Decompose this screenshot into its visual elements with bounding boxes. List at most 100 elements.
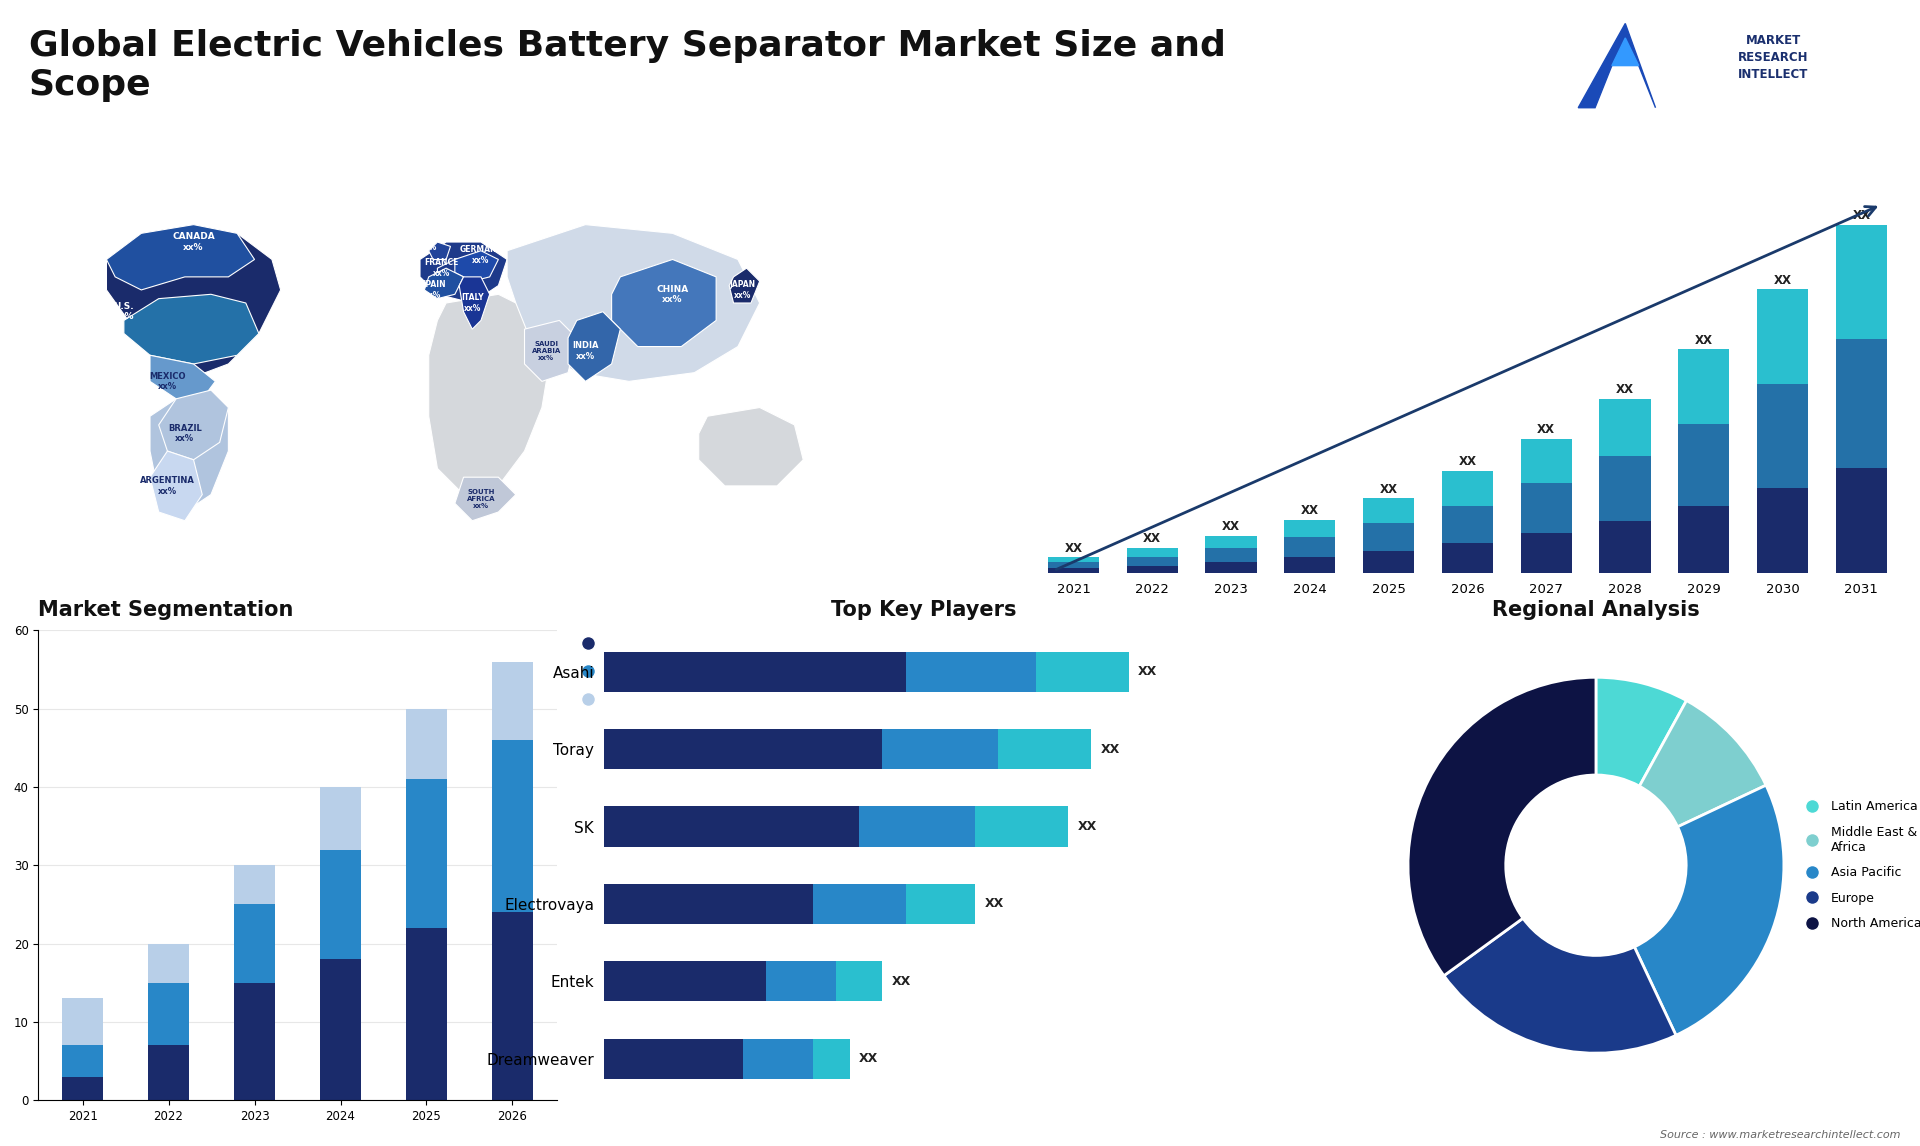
Bar [1284, 537, 1336, 557]
Bar [1836, 339, 1887, 469]
Bar [835, 961, 883, 1002]
Bar [61, 998, 104, 1045]
Bar [1836, 225, 1887, 339]
Bar [1363, 550, 1415, 573]
Bar [492, 661, 534, 740]
Text: ITALY
xx%: ITALY xx% [461, 293, 484, 313]
Text: SPAIN
xx%: SPAIN xx% [420, 281, 445, 299]
Text: XX: XX [1221, 520, 1240, 533]
Bar [405, 928, 447, 1100]
Title: Top Key Players: Top Key Players [831, 601, 1016, 620]
Text: U.S.
xx%: U.S. xx% [113, 303, 134, 321]
Text: JAPAN
xx%: JAPAN xx% [730, 281, 755, 299]
Bar [1678, 350, 1730, 424]
Polygon shape [420, 242, 507, 303]
Polygon shape [507, 225, 760, 382]
Text: GERMANY
xx%: GERMANY xx% [459, 245, 503, 265]
Bar [61, 1077, 104, 1100]
Polygon shape [428, 242, 451, 259]
Polygon shape [428, 295, 551, 495]
Text: U.K.
xx%: U.K. xx% [420, 233, 438, 252]
Wedge shape [1596, 677, 1686, 786]
Bar [603, 884, 812, 924]
Bar [61, 1045, 104, 1077]
Bar [603, 1038, 743, 1078]
Bar [812, 884, 906, 924]
Text: XX: XX [1695, 333, 1713, 346]
Bar [1127, 548, 1177, 557]
Bar [1035, 652, 1129, 692]
Bar [1521, 484, 1572, 533]
Polygon shape [455, 251, 499, 281]
Polygon shape [150, 452, 202, 520]
Text: Market Segmentation: Market Segmentation [38, 601, 294, 620]
Bar [405, 708, 447, 779]
Bar [858, 807, 975, 847]
Bar [492, 740, 534, 912]
Bar [1599, 456, 1651, 520]
Bar [1757, 289, 1809, 384]
Polygon shape [1578, 23, 1655, 108]
Text: XX: XX [891, 975, 910, 988]
Bar [906, 652, 1035, 692]
Bar [1599, 399, 1651, 456]
Text: XX: XX [1302, 504, 1319, 517]
Bar [1757, 488, 1809, 573]
Polygon shape [730, 268, 760, 303]
Bar [1442, 505, 1494, 543]
Bar [1836, 469, 1887, 573]
Bar [1599, 520, 1651, 573]
Bar [906, 884, 975, 924]
Bar [1048, 568, 1098, 573]
Polygon shape [125, 295, 259, 364]
Bar [1521, 533, 1572, 573]
Text: SOUTH
AFRICA
xx%: SOUTH AFRICA xx% [467, 489, 495, 509]
Bar [234, 865, 275, 904]
Text: FRANCE
xx%: FRANCE xx% [424, 259, 459, 277]
Text: XX: XX [1380, 482, 1398, 496]
Polygon shape [612, 259, 716, 346]
Polygon shape [106, 225, 255, 290]
Bar [1363, 499, 1415, 524]
Text: CANADA
xx%: CANADA xx% [173, 233, 215, 252]
Bar [883, 729, 998, 769]
Text: XX: XX [1538, 423, 1555, 437]
Text: XX: XX [1459, 455, 1476, 469]
Bar [1442, 543, 1494, 573]
Text: XX: XX [1064, 542, 1083, 555]
Text: MARKET
RESEARCH
INTELLECT: MARKET RESEARCH INTELLECT [1738, 33, 1809, 80]
Bar [1678, 505, 1730, 573]
Text: XX: XX [1077, 821, 1096, 833]
Text: INDIA
xx%: INDIA xx% [572, 342, 599, 361]
Polygon shape [150, 355, 215, 399]
Legend: Type, Application, Geography: Type, Application, Geography [574, 637, 687, 707]
Bar [321, 849, 361, 959]
Bar [1206, 562, 1258, 573]
Polygon shape [459, 277, 490, 329]
Bar [1757, 384, 1809, 488]
Text: XX: XX [1774, 274, 1791, 286]
Polygon shape [150, 390, 228, 512]
Text: MEXICO
xx%: MEXICO xx% [150, 371, 186, 391]
Bar [1127, 557, 1177, 565]
Text: Source : www.marketresearchintellect.com: Source : www.marketresearchintellect.com [1661, 1130, 1901, 1140]
Polygon shape [159, 390, 228, 460]
Bar [1521, 439, 1572, 484]
Wedge shape [1407, 677, 1596, 975]
Wedge shape [1444, 918, 1676, 1053]
Text: XX: XX [1142, 532, 1162, 545]
Bar [321, 959, 361, 1100]
Polygon shape [699, 408, 803, 486]
Bar [975, 807, 1068, 847]
Bar [1678, 424, 1730, 505]
Bar [1206, 535, 1258, 548]
Text: XX: XX [1617, 383, 1634, 397]
Text: XX: XX [985, 897, 1004, 910]
Bar [743, 1038, 812, 1078]
Bar [1284, 520, 1336, 537]
Polygon shape [424, 268, 463, 299]
Text: XX: XX [858, 1052, 879, 1065]
Bar [148, 1045, 190, 1100]
Bar [1363, 524, 1415, 550]
Text: XX: XX [1100, 743, 1119, 755]
